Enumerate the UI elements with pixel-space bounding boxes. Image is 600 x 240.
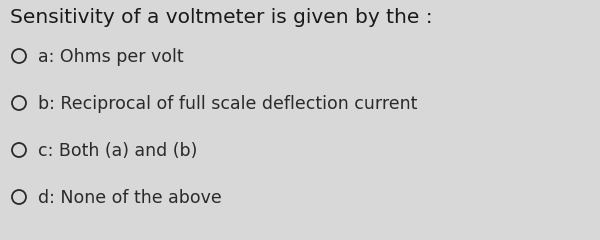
Text: d: None of the above: d: None of the above	[38, 189, 222, 207]
Text: c: Both (a) and (b): c: Both (a) and (b)	[38, 142, 197, 160]
Text: Sensitivity of a voltmeter is given by the :: Sensitivity of a voltmeter is given by t…	[10, 8, 433, 27]
Text: a: Ohms per volt: a: Ohms per volt	[38, 48, 184, 66]
Text: b: Reciprocal of full scale deflection current: b: Reciprocal of full scale deflection c…	[38, 95, 418, 113]
